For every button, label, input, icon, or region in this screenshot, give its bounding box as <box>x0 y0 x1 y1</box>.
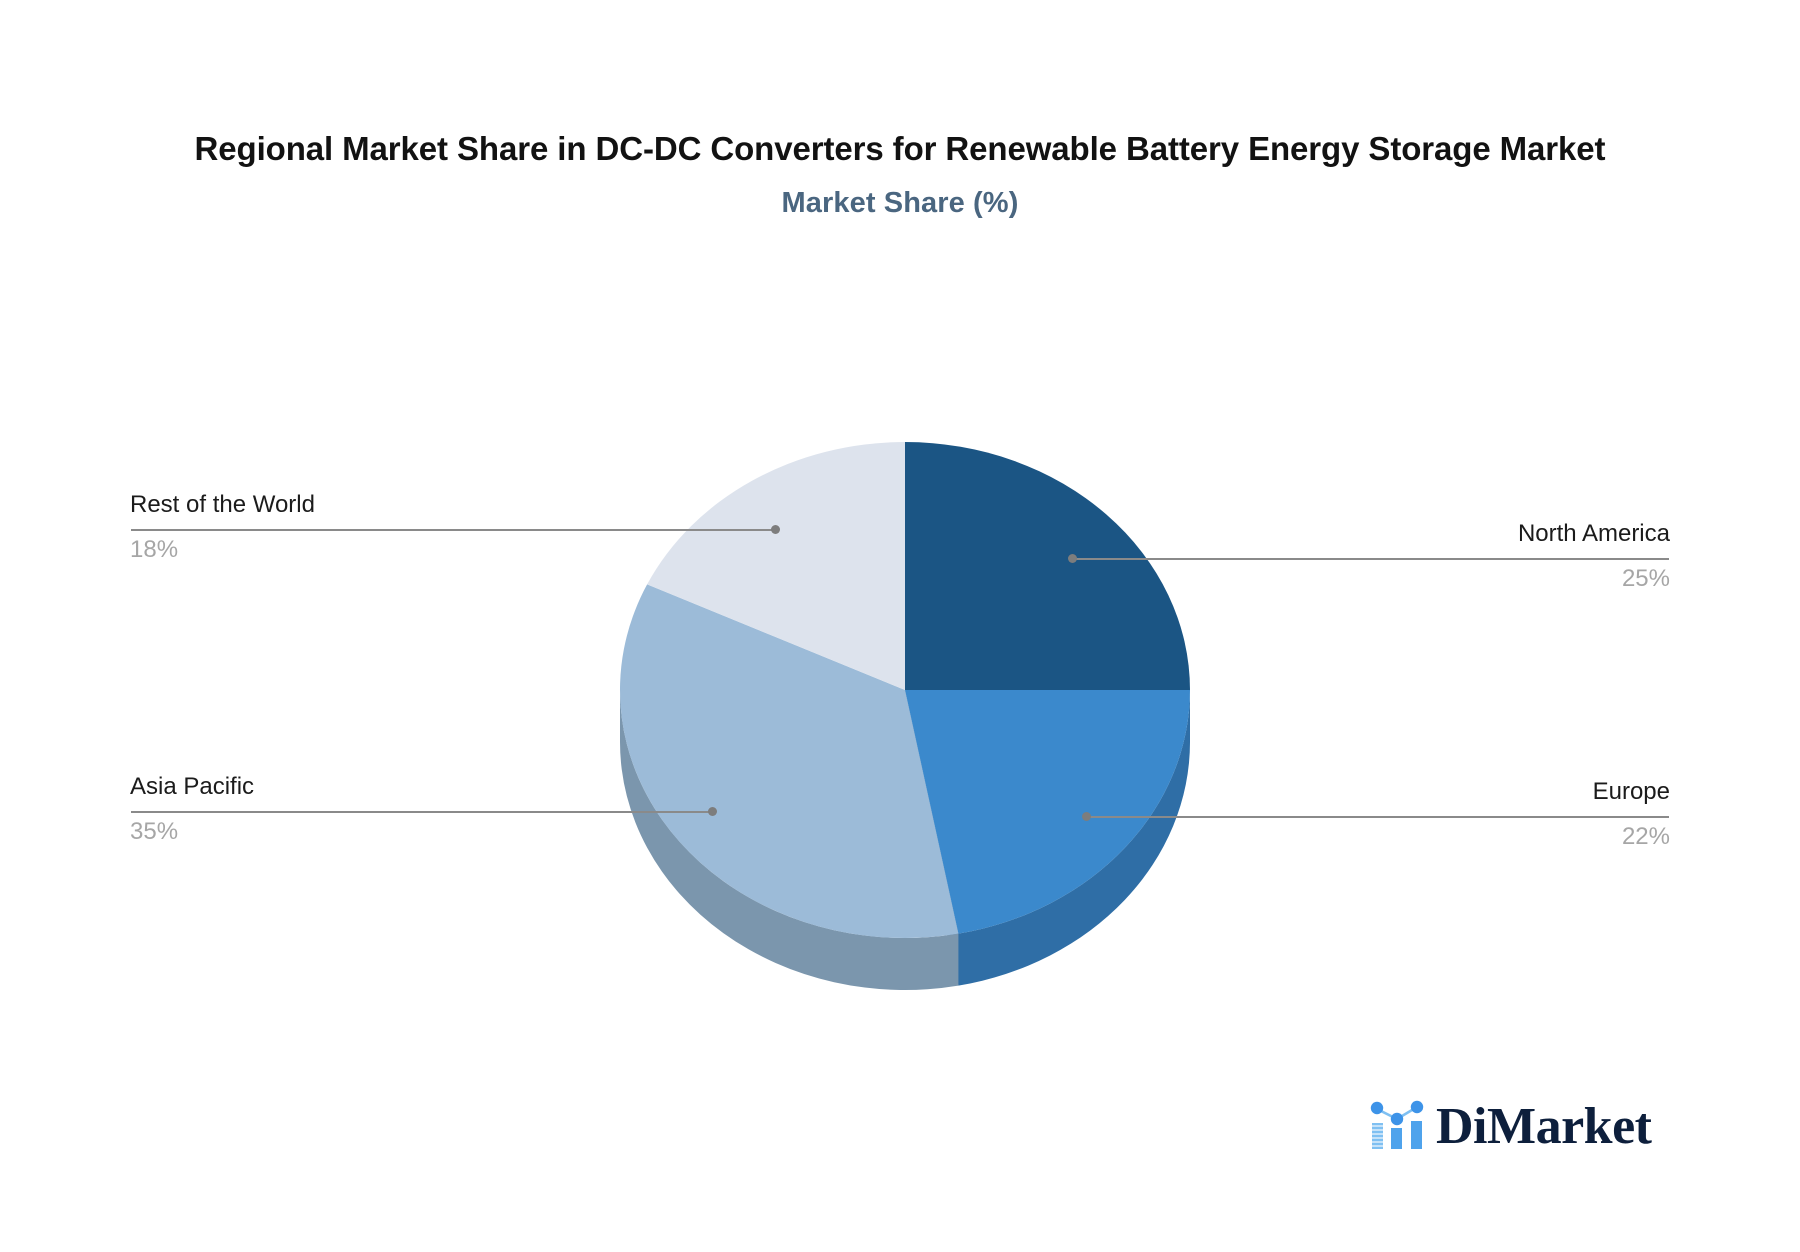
leader-line-north-america <box>1072 558 1669 560</box>
page-title: Regional Market Share in DC-DC Converter… <box>194 130 1606 167</box>
leader-dot-rest-of-world <box>771 525 780 534</box>
callout-label-rest-of-world: Rest of the World <box>130 491 315 518</box>
pie-slice-side <box>620 690 959 991</box>
leader-dot-europe <box>1082 812 1091 821</box>
pie-slice-north-america[interactable]: North America 25% <box>905 442 1190 690</box>
callout-europe: Europe 22% <box>1270 778 1670 851</box>
pie-slice-rest-of-the-world[interactable]: Rest of the World 18% <box>647 442 905 690</box>
bar-chart-logo-icon <box>1368 1097 1426 1156</box>
callout-value-europe: 22% <box>1621 823 1670 851</box>
leader-line-europe <box>1086 816 1669 818</box>
pie-slices: North America 25%Europe 22%Asia Pacific … <box>619 442 1190 939</box>
callout-asia-pacific: Asia Pacific 35% <box>130 773 530 846</box>
chart-subtitle: Market Share (%) <box>781 186 1019 219</box>
callout-label-asia-pacific: Asia Pacific <box>130 773 255 800</box>
brand-name: DiMarket <box>1436 1097 1652 1155</box>
callout-value-rest-of-world: 18% <box>130 536 179 564</box>
callout-value-asia-pacific: 35% <box>130 818 179 846</box>
pie-slice-asia-pacific[interactable]: Asia Pacific 35% <box>619 584 959 939</box>
brand-logo: DiMarket <box>1368 1097 1652 1156</box>
pie-chart: North America 25%Europe 22%Asia Pacific … <box>555 400 1255 1040</box>
leader-dot-asia-pacific <box>708 807 717 816</box>
leader-dot-north-america <box>1068 554 1077 563</box>
title-block: Regional Market Share in DC-DC Converter… <box>170 125 1630 220</box>
callout-label-north-america: North America <box>1517 520 1670 547</box>
callout-north-america: North America 25% <box>1270 520 1670 593</box>
callout-rest-of-world: Rest of the World 18% <box>130 491 530 564</box>
pie-slice-side <box>958 690 1190 986</box>
pie-chart-svg: North America 25%Europe 22%Asia Pacific … <box>619 442 1190 991</box>
leader-line-asia-pacific <box>131 811 713 813</box>
callout-value-north-america: 25% <box>1621 565 1670 593</box>
callout-label-europe: Europe <box>1592 778 1670 805</box>
pie-slice-europe[interactable]: Europe 22% <box>905 690 1190 934</box>
leader-line-rest-of-world <box>131 529 776 531</box>
